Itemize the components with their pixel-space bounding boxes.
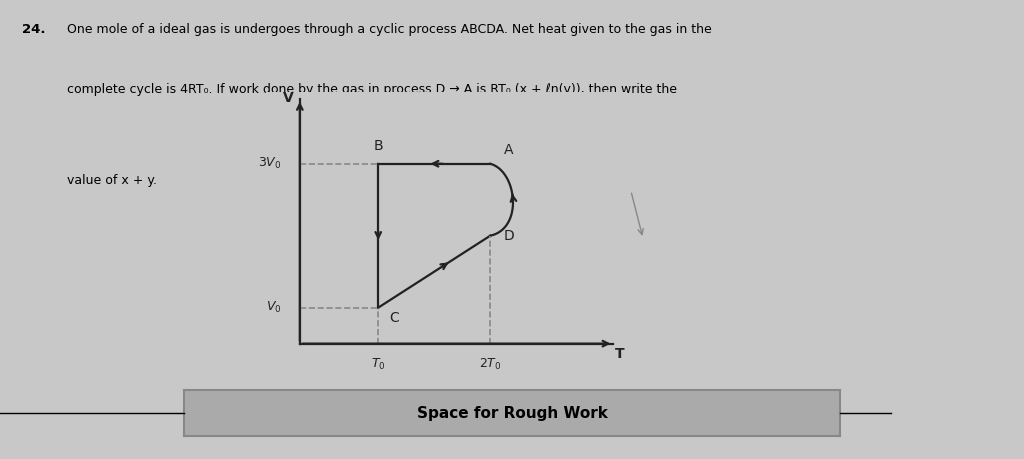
Text: B: B xyxy=(374,139,383,153)
Text: One mole of a ideal gas is undergoes through a cyclic process ABCDA. Net heat gi: One mole of a ideal gas is undergoes thr… xyxy=(67,23,712,36)
Text: D: D xyxy=(504,229,514,243)
Text: T: T xyxy=(615,347,625,361)
Text: $2T_0$: $2T_0$ xyxy=(479,357,502,372)
Text: $3V_0$: $3V_0$ xyxy=(258,156,282,171)
Text: complete cycle is 4RT₀. If work done by the gas in process D → A is RT₀ (x + ℓn(: complete cycle is 4RT₀. If work done by … xyxy=(67,83,677,95)
Text: $V_0$: $V_0$ xyxy=(266,300,282,315)
Text: 24.: 24. xyxy=(23,23,46,36)
Text: C: C xyxy=(389,311,399,325)
Text: $T_0$: $T_0$ xyxy=(371,357,386,372)
Text: A: A xyxy=(504,143,513,157)
Text: Space for Rough Work: Space for Rough Work xyxy=(417,406,607,420)
Text: V: V xyxy=(284,90,294,105)
Text: value of x + y.: value of x + y. xyxy=(67,174,157,187)
